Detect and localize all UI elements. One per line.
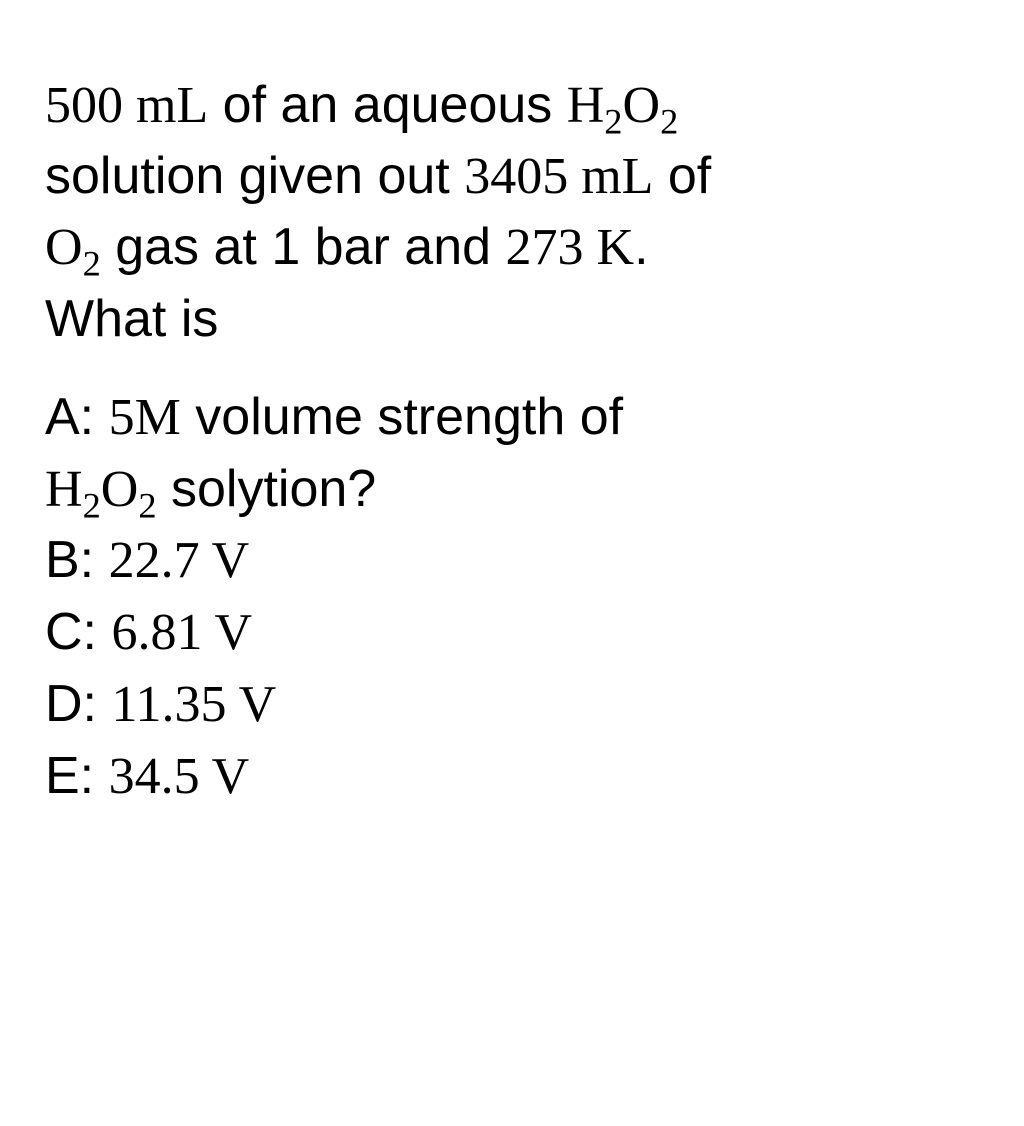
period: . <box>634 218 648 276</box>
option-d-value: 11.35 V <box>111 676 276 733</box>
question-line-2: solution given out 3405 mL of <box>45 141 979 212</box>
option-a-line2: H2O2 solytion? <box>45 454 979 526</box>
option-b-value: 22.7 V <box>109 532 250 589</box>
text-gas-at: gas at 1 bar and <box>101 218 506 276</box>
option-a-mid: volume strength of <box>181 388 623 446</box>
formula-h2o2: H2O2 <box>567 77 679 134</box>
option-c-label: C: <box>45 603 111 661</box>
option-a: A: 5M volume strength of <box>45 382 979 454</box>
option-e: E: 34.5 V <box>45 741 979 813</box>
temp-273k: 273 K <box>506 219 635 276</box>
text-of: of <box>653 147 711 205</box>
question-line-3: O2 gas at 1 bar and 273 K. <box>45 212 979 283</box>
volume-500ml: 500 mL <box>45 77 208 134</box>
option-d-label: D: <box>45 675 111 733</box>
option-a-label: A: <box>45 388 109 446</box>
volume-3405ml: 3405 mL <box>464 148 653 205</box>
text-solution-given: solution given out <box>45 147 464 205</box>
options-list: A: 5M volume strength of H2O2 solytion? … <box>45 382 979 813</box>
option-c-value: 6.81 V <box>111 604 252 661</box>
option-e-value: 34.5 V <box>109 748 250 805</box>
option-b: B: 22.7 V <box>45 525 979 597</box>
question-line-1: 500 mL of an aqueous H2O2 <box>45 70 979 141</box>
formula-o2: O2 <box>45 219 101 276</box>
option-a-formula: H2O2 <box>45 461 157 518</box>
text-of-aqueous: of an aqueous <box>208 76 567 134</box>
option-d: D: 11.35 V <box>45 669 979 741</box>
question-stem: 500 mL of an aqueous H2O2 solution given… <box>45 70 979 354</box>
question-line-4: What is <box>45 284 979 354</box>
option-c: C: 6.81 V <box>45 597 979 669</box>
option-e-label: E: <box>45 747 109 805</box>
option-a-5m: 5M <box>109 389 181 446</box>
option-a-tail: solytion? <box>157 460 377 518</box>
option-b-label: B: <box>45 531 109 589</box>
